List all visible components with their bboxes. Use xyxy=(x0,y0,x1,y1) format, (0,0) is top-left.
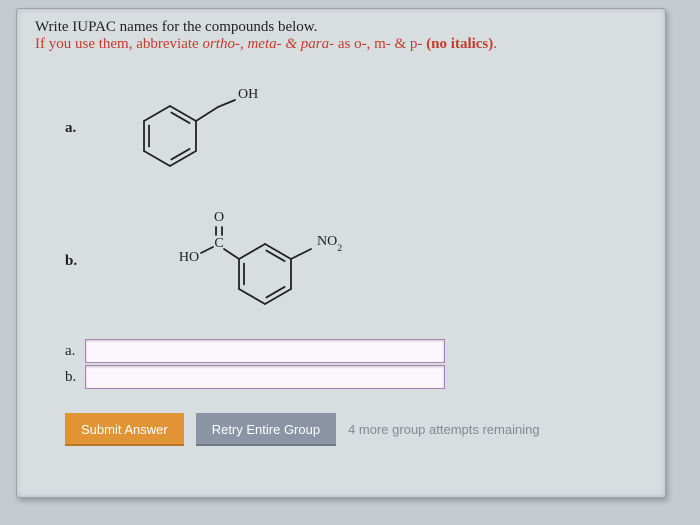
button-bar: Submit Answer Retry Entire Group 4 more … xyxy=(65,413,647,446)
svg-text:NO2: NO2 xyxy=(317,234,342,254)
answer-row-b: b. xyxy=(65,365,647,389)
question-panel: Write IUPAC names for the compounds belo… xyxy=(16,8,666,498)
instr2-prefix: If you use them, abbreviate xyxy=(35,36,202,52)
structure-row-b: b. CO HO NO2 xyxy=(35,194,647,329)
svg-text:HO: HO xyxy=(179,250,199,265)
structure-b-svg: CO HO NO2 xyxy=(115,194,415,329)
structures: a. OH b. COHO NO2 xyxy=(35,71,647,329)
instruction-line-1: Write IUPAC names for the compounds belo… xyxy=(35,19,647,36)
instr2-bold: (no italics) xyxy=(426,36,493,52)
instructions: Write IUPAC names for the compounds belo… xyxy=(35,19,647,53)
svg-text:OH: OH xyxy=(238,87,258,102)
structure-a-svg: OH xyxy=(115,71,295,186)
answer-label-b: b. xyxy=(65,369,85,386)
svg-text:O: O xyxy=(214,210,224,225)
label-a: a. xyxy=(35,120,115,137)
structure-row-a: a. OH xyxy=(35,71,647,186)
answer-fields: a. b. xyxy=(65,339,647,389)
retry-group-button[interactable]: Retry Entire Group xyxy=(196,413,336,446)
label-b: b. xyxy=(35,253,115,270)
answer-label-a: a. xyxy=(65,343,85,360)
svg-text:C: C xyxy=(214,236,223,251)
answer-row-a: a. xyxy=(65,339,647,363)
answer-input-b[interactable] xyxy=(85,365,445,389)
instr2-mid: as o-, m- & p- xyxy=(334,36,426,52)
instruction-line-2: If you use them, abbreviate ortho-, meta… xyxy=(35,36,647,53)
instr2-suffix: . xyxy=(493,36,497,52)
answer-input-a[interactable] xyxy=(85,339,445,363)
submit-answer-button[interactable]: Submit Answer xyxy=(65,413,184,446)
attempts-remaining: 4 more group attempts remaining xyxy=(348,422,539,437)
instr2-italics: ortho-, meta- & para- xyxy=(202,36,334,52)
